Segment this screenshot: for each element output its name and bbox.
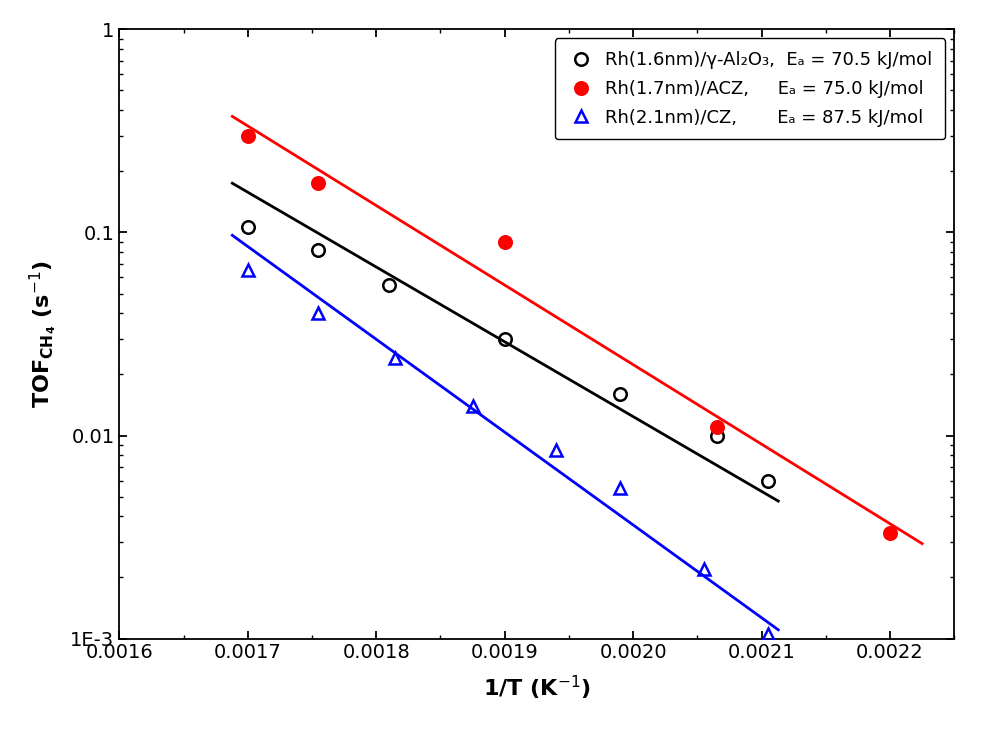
Legend: Rh(1.6nm)/γ-Al₂O₃,  Eₐ = 70.5 kJ/mol, Rh(1.7nm)/ACZ,     Eₐ = 75.0 kJ/mol, Rh(2.: Rh(1.6nm)/γ-Al₂O₃, Eₐ = 70.5 kJ/mol, Rh(… — [555, 38, 945, 139]
X-axis label: 1/T (K$^{-1}$): 1/T (K$^{-1}$) — [483, 674, 590, 702]
Y-axis label: TOF$_{\mathregular{CH_4}}$ (s$^{-1}$): TOF$_{\mathregular{CH_4}}$ (s$^{-1}$) — [28, 260, 60, 408]
